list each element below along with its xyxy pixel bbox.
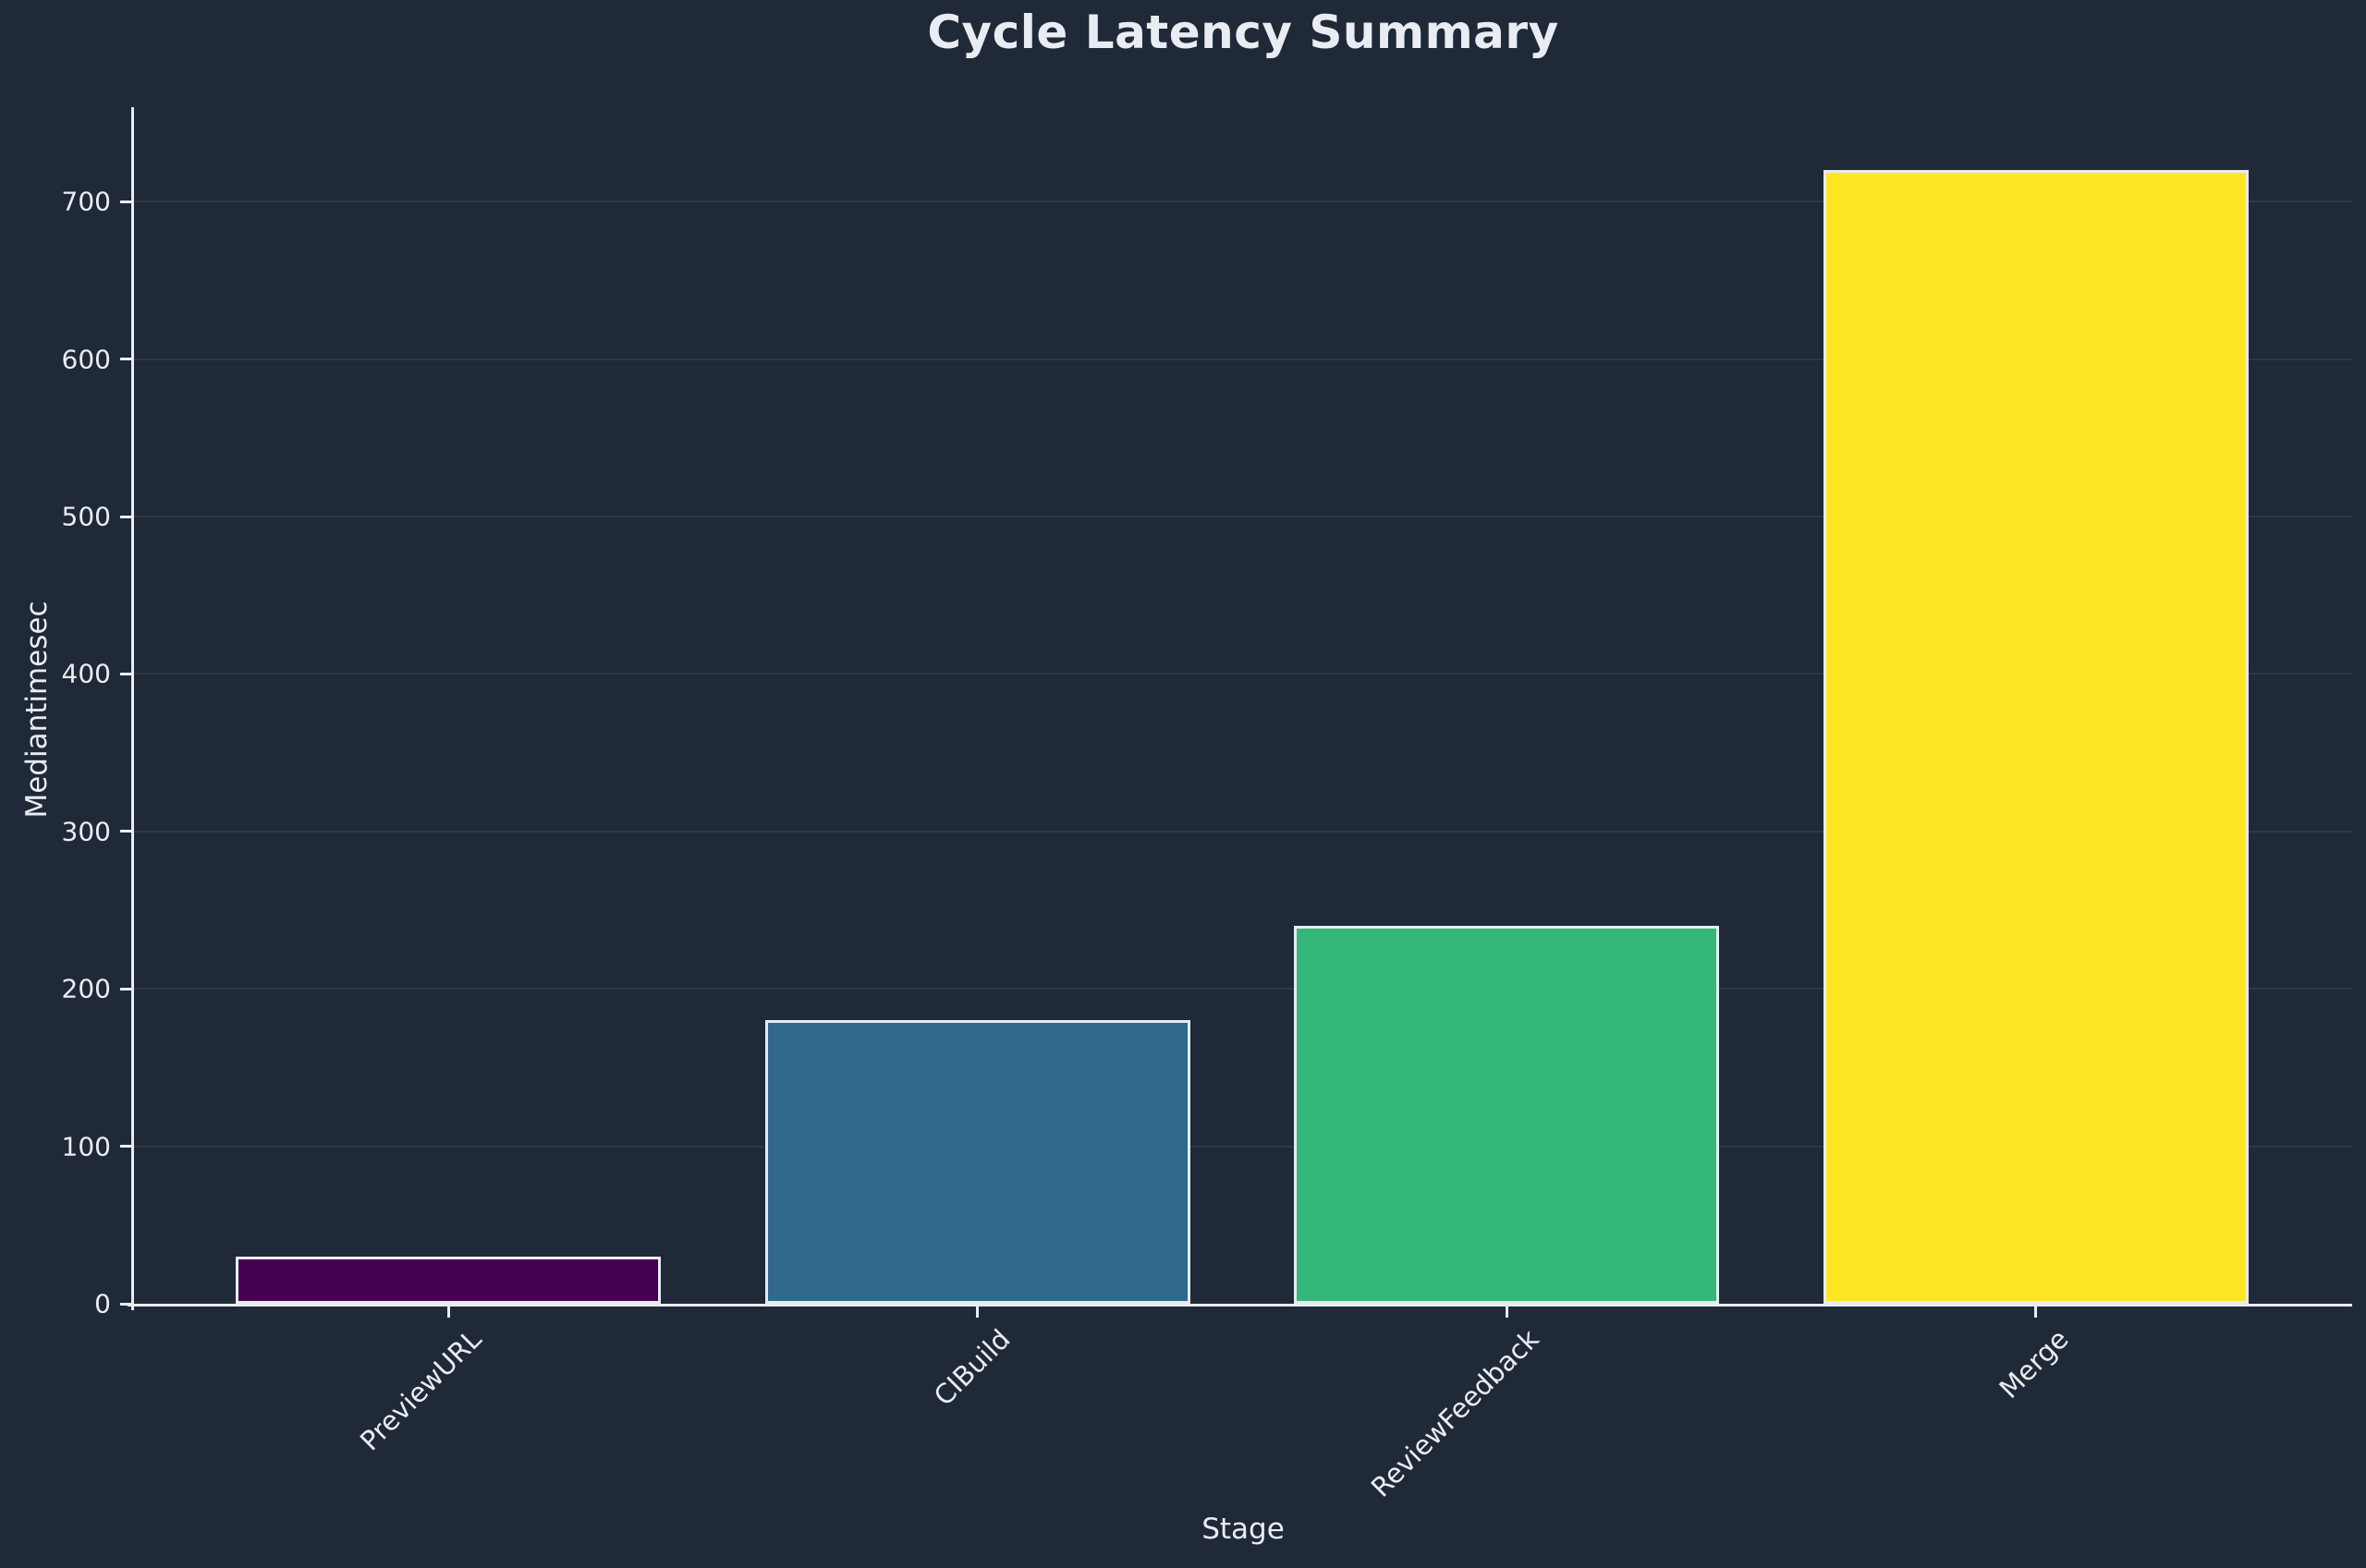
y-tick-label-400: 400 — [61, 658, 111, 689]
x-tick-label-reviewfeedback: ReviewFeedback — [1365, 1323, 1546, 1503]
x-axis-spine — [128, 1304, 2352, 1307]
y-tick-label-700: 700 — [61, 186, 111, 217]
y-axis-spine — [131, 107, 134, 1310]
y-gridline-200 — [134, 988, 2352, 991]
x-tick-mark-previewurl — [446, 1307, 450, 1318]
y-tick-mark-700 — [120, 200, 131, 203]
y-tick-label-200: 200 — [61, 973, 111, 1004]
y-gridline-600 — [134, 358, 2352, 360]
x-tick-label-merge: Merge — [1993, 1323, 2075, 1405]
y-tick-label-600: 600 — [61, 344, 111, 375]
y-tick-mark-0 — [120, 1302, 131, 1306]
y-tick-label-300: 300 — [61, 816, 111, 847]
y-gridline-400 — [134, 673, 2352, 675]
chart-title: Cycle Latency Summary — [927, 6, 1559, 59]
bar-reviewfeedback — [1294, 926, 1719, 1304]
y-tick-mark-100 — [120, 1145, 131, 1149]
y-tick-mark-300 — [120, 830, 131, 833]
x-tick-label-previewurl: PreviewURL — [353, 1323, 488, 1457]
y-tick-mark-500 — [120, 515, 131, 518]
y-tick-mark-200 — [120, 987, 131, 991]
x-tick-mark-cibuild — [976, 1307, 979, 1318]
bar-previewurl — [236, 1257, 661, 1304]
y-tick-label-500: 500 — [61, 501, 111, 532]
y-tick-label-0: 0 — [94, 1288, 111, 1319]
y-tick-mark-400 — [120, 672, 131, 675]
y-gridline-700 — [134, 201, 2352, 203]
y-gridline-300 — [134, 830, 2352, 833]
bar-merge — [1823, 170, 2249, 1304]
y-axis-label: Mediantimesec — [20, 601, 54, 819]
y-gridline-100 — [134, 1145, 2352, 1148]
y-gridline-500 — [134, 516, 2352, 518]
x-tick-mark-reviewfeedback — [1505, 1307, 1508, 1318]
x-tick-mark-merge — [2034, 1307, 2037, 1318]
y-tick-mark-600 — [120, 358, 131, 361]
y-tick-label-100: 100 — [61, 1131, 111, 1162]
bar-cibuild — [764, 1020, 1190, 1304]
x-axis-label: Stage — [1201, 1513, 1285, 1546]
x-tick-label-cibuild: CIBuild — [927, 1323, 1017, 1412]
